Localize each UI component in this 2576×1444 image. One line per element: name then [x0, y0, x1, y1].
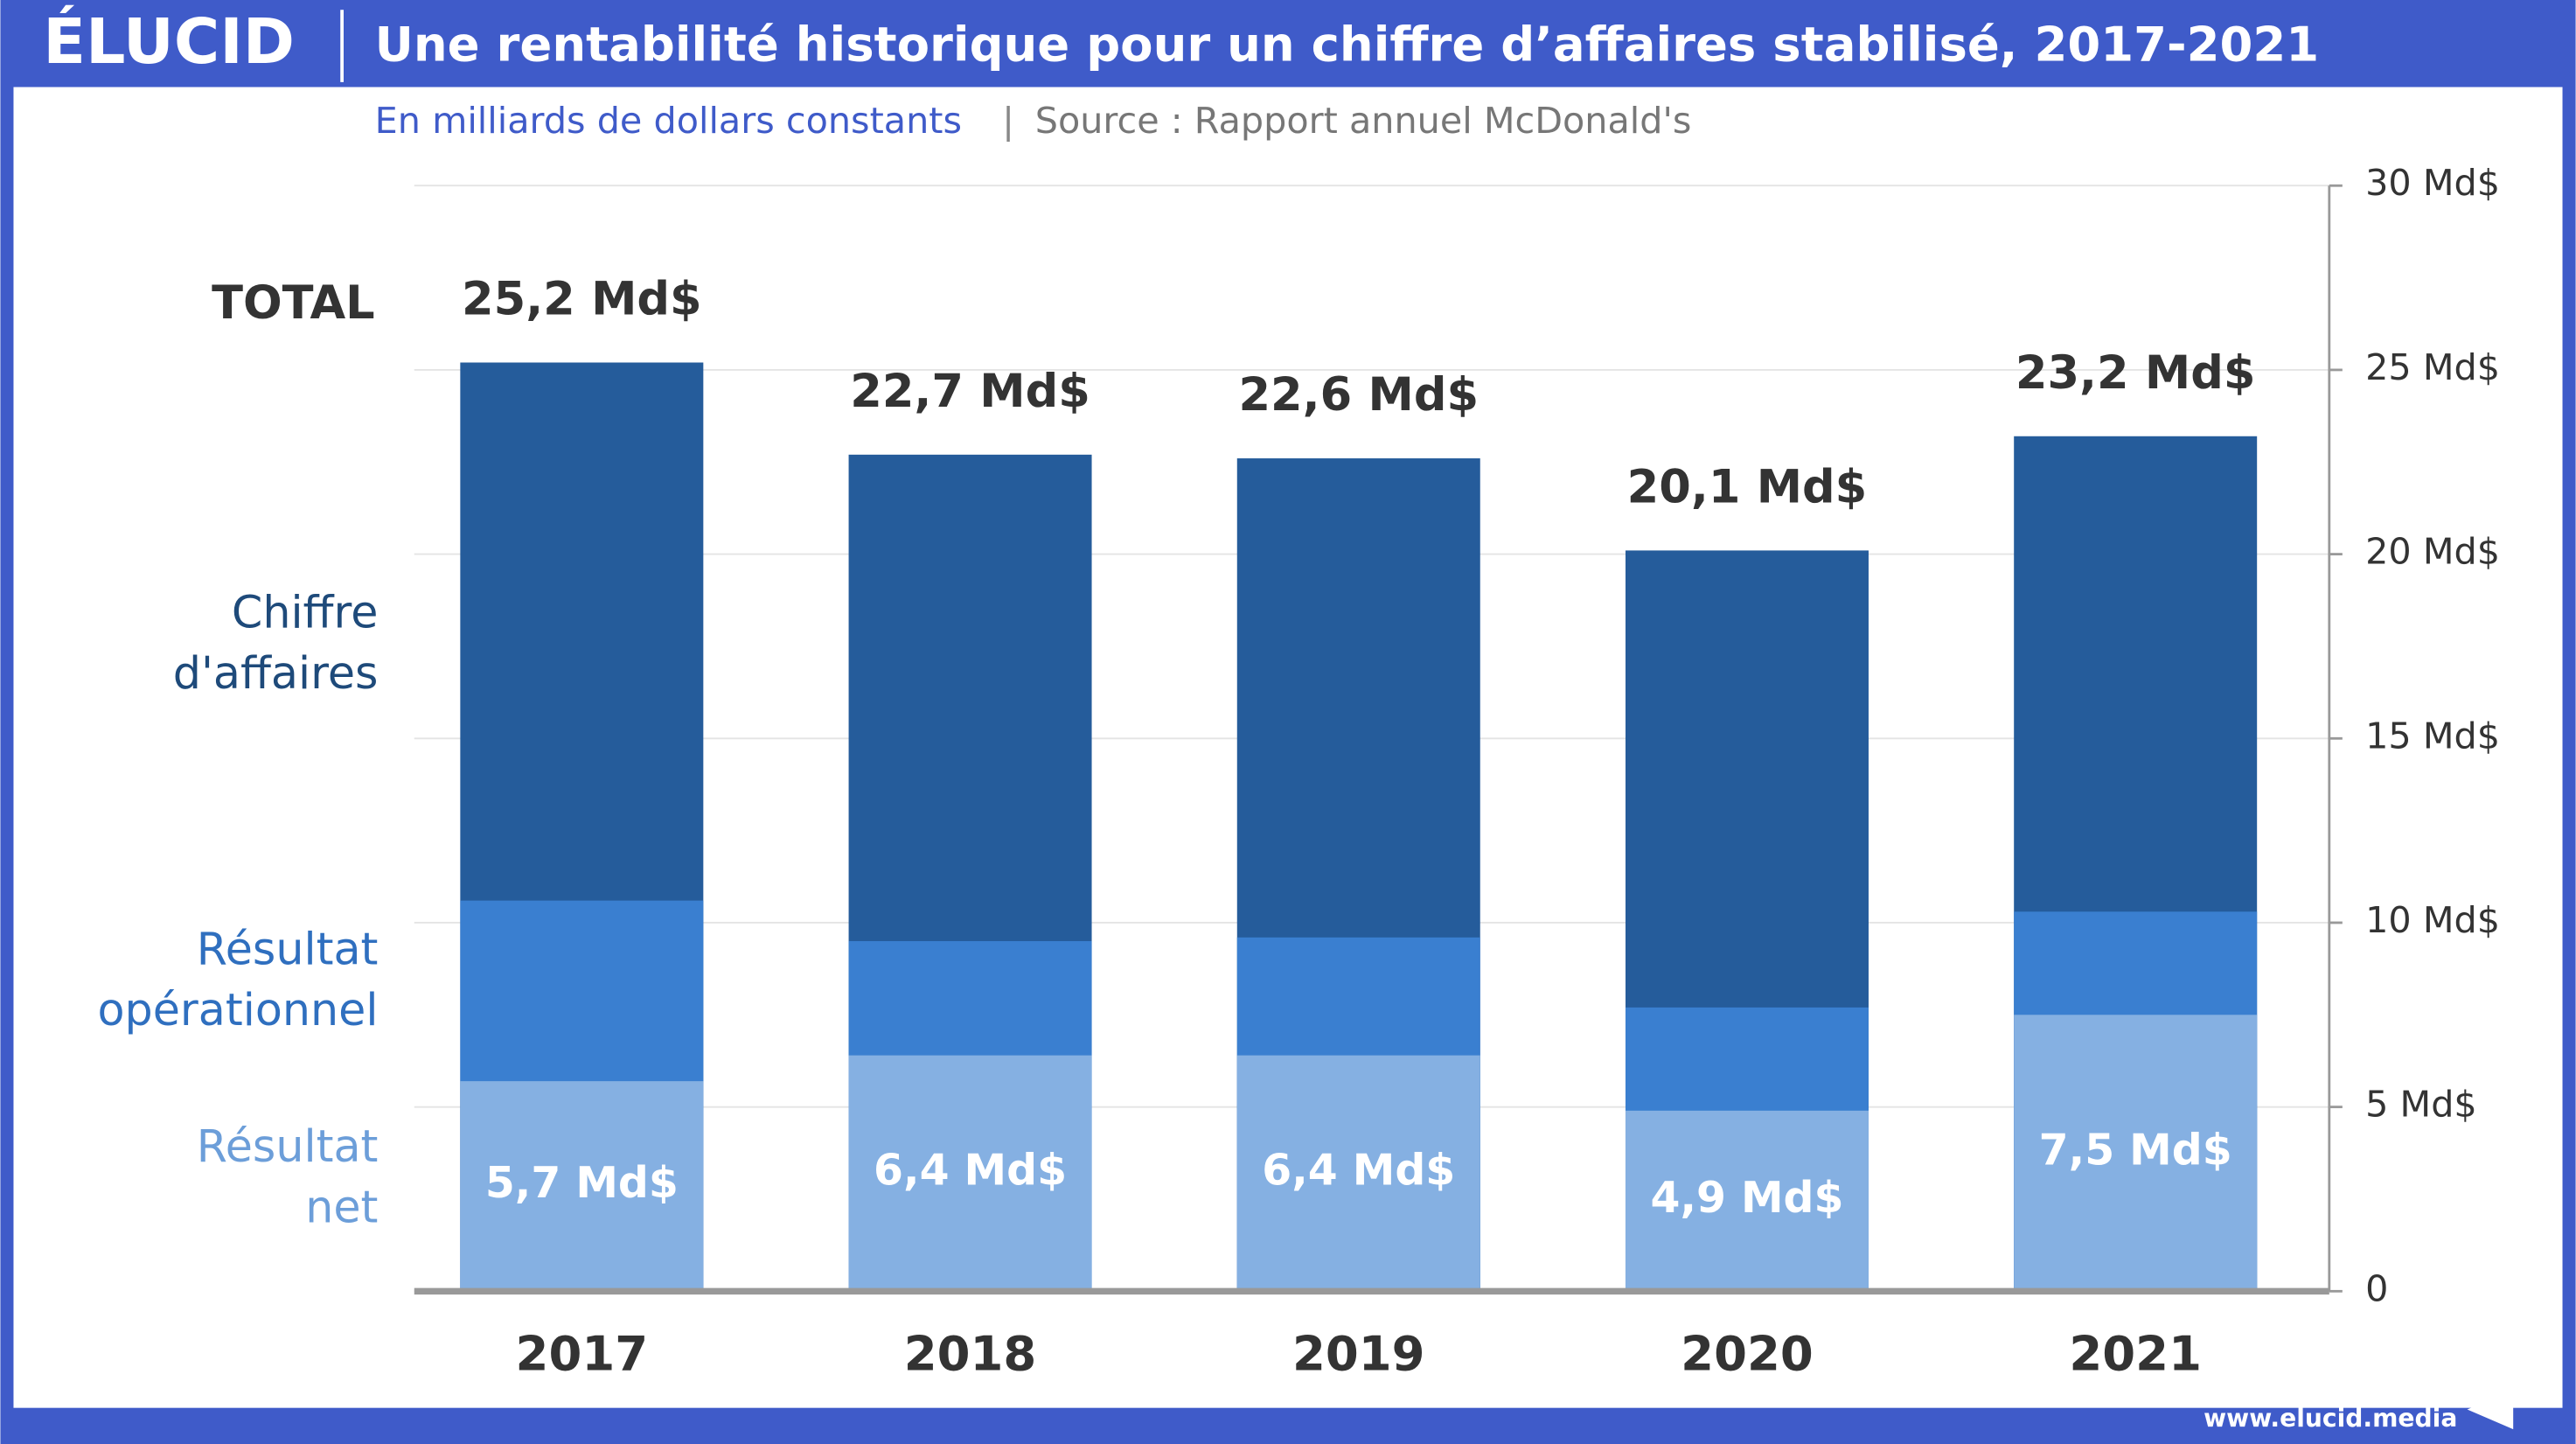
bar	[848, 1055, 1092, 1292]
net-value-label: 6,4 Md$	[874, 1145, 1067, 1195]
y-tick-label: 5 Md$	[2365, 1084, 2477, 1126]
chart-title: Une rentabilité historique pour un chiff…	[375, 17, 2320, 73]
bar	[1236, 1055, 1480, 1292]
total-label: TOTAL	[212, 276, 375, 330]
x-tick-label: 2018	[904, 1326, 1037, 1382]
y-tick-label: 30 Md$	[2365, 162, 2500, 204]
y-tick-label: 15 Md$	[2365, 715, 2500, 757]
total-value-label: 23,2 Md$	[2016, 346, 2256, 400]
legend-label: Résultat net	[196, 1121, 379, 1234]
x-tick-label: 2020	[1681, 1326, 1814, 1382]
source: Source : Rapport annuel McDonald's	[1035, 100, 1692, 142]
x-tick-label: 2019	[1292, 1326, 1425, 1382]
total-value-label: 25,2 Md$	[462, 273, 702, 326]
logo: ÉLUCID	[43, 5, 295, 78]
footer: www.elucid.media	[2204, 1404, 2457, 1433]
separator: |	[1002, 100, 1014, 142]
bar	[2014, 1015, 2258, 1292]
legend-item: Résultat net	[196, 1121, 379, 1234]
legend-label: Résultat opérationnel	[97, 924, 379, 1037]
net-value-label: 4,9 Md$	[1650, 1173, 1843, 1223]
legend-item: Résultat opérationnel	[97, 924, 379, 1037]
bar	[1625, 1110, 1869, 1292]
total-value-label: 22,6 Md$	[1238, 368, 1479, 422]
net-value-label: 6,4 Md$	[1262, 1145, 1455, 1195]
net-value-label: 5,7 Md$	[485, 1158, 679, 1208]
total-value-label: 22,7 Md$	[850, 365, 1090, 418]
y-tick-label: 0	[2365, 1267, 2388, 1309]
legend-item: Chiffre d'affaires	[172, 588, 379, 701]
legend-label: Chiffre d'affaires	[172, 588, 379, 701]
y-tick-label: 20 Md$	[2365, 531, 2500, 573]
total-value-label: 20,1 Md$	[1627, 461, 1868, 514]
y-tick-label: 25 Md$	[2365, 346, 2500, 388]
bar	[460, 1081, 704, 1292]
footer-icon	[2467, 1390, 2514, 1430]
net-value-label: 7,5 Md$	[2039, 1125, 2232, 1175]
x-tick-label: 2017	[516, 1326, 649, 1382]
subtitle: En milliards de dollars constants	[375, 100, 962, 142]
x-tick-label: 2021	[2069, 1326, 2202, 1382]
y-tick-label: 10 Md$	[2365, 899, 2500, 941]
